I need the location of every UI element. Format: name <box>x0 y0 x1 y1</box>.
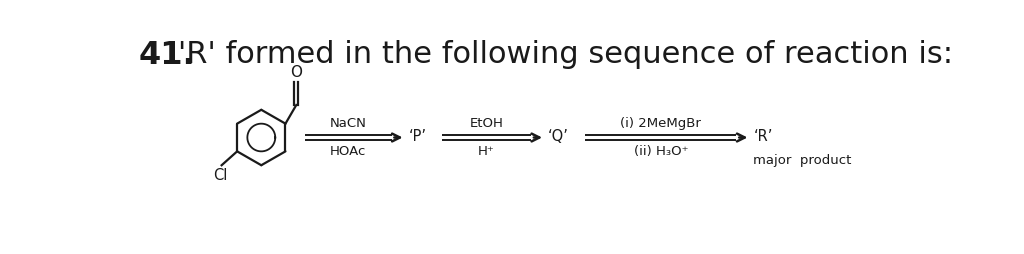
Text: EtOH: EtOH <box>469 117 504 130</box>
Text: ‘Q’: ‘Q’ <box>548 129 569 144</box>
Text: (ii) H₃O⁺: (ii) H₃O⁺ <box>634 145 688 158</box>
Text: HOAc: HOAc <box>330 145 367 158</box>
Text: (i) 2MeMgBr: (i) 2MeMgBr <box>621 117 701 130</box>
Text: H⁺: H⁺ <box>478 145 495 158</box>
Text: O: O <box>291 65 302 80</box>
Text: ‘R’: ‘R’ <box>754 129 773 144</box>
Text: ‘P’: ‘P’ <box>409 129 427 144</box>
Text: NaCN: NaCN <box>330 117 367 130</box>
Text: major  product: major product <box>754 154 852 167</box>
Text: 'R' formed in the following sequence of reaction is:: 'R' formed in the following sequence of … <box>178 40 953 69</box>
Text: Cl: Cl <box>213 168 227 183</box>
Text: 41.: 41. <box>138 40 195 71</box>
